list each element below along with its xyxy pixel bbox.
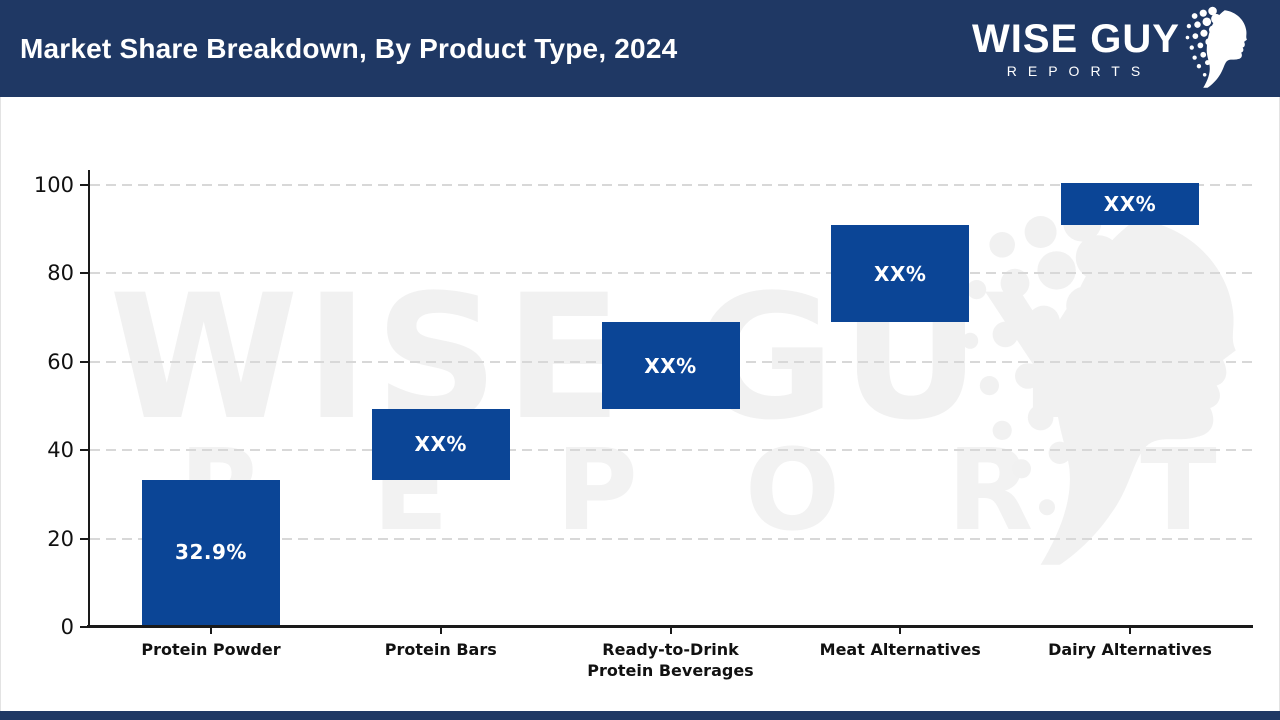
x-axis-label-line: Protein Powder bbox=[141, 640, 281, 659]
bar-4: XX% bbox=[831, 224, 970, 323]
x-axis-tick bbox=[899, 627, 902, 634]
logo-subtext: REPORTS bbox=[1006, 63, 1152, 79]
y-tick-label: 40 bbox=[47, 438, 74, 463]
page-title: Market Share Breakdown, By Product Type,… bbox=[20, 32, 678, 64]
x-axis-label-line: Dairy Alternatives bbox=[1048, 640, 1212, 659]
y-tick-label: 80 bbox=[47, 261, 74, 286]
y-axis-tick bbox=[80, 626, 88, 628]
watermark-face-icon bbox=[962, 203, 1236, 565]
bar-3: XX% bbox=[601, 322, 740, 410]
x-axis-label-line: Protein Bars bbox=[384, 640, 497, 659]
x-axis-label: Ready-to-Drink Protein Beverages bbox=[555, 639, 787, 681]
x-axis-tick bbox=[210, 627, 212, 634]
x-axis-line bbox=[87, 625, 1253, 628]
x-axis-label: Dairy Alternatives bbox=[1014, 639, 1246, 660]
logo-text: WISE GUY REPORTS bbox=[972, 19, 1180, 78]
bar-value-label: 32.9% bbox=[175, 540, 247, 565]
bar-value-label: XX% bbox=[414, 432, 467, 457]
y-axis-tick bbox=[80, 360, 88, 363]
y-tick-label: 60 bbox=[47, 349, 74, 374]
y-axis-line bbox=[88, 170, 90, 627]
x-axis-label-line: Ready-to-Drink bbox=[602, 640, 739, 659]
y-tick-label: 100 bbox=[33, 173, 74, 197]
y-tick-label: 0 bbox=[60, 615, 74, 639]
bar-value-label: XX% bbox=[1103, 191, 1157, 216]
y-axis-tick bbox=[80, 537, 88, 540]
bar-value-label: XX% bbox=[644, 353, 697, 378]
x-axis-label: Meat Alternatives bbox=[784, 639, 1016, 660]
logo-face-icon bbox=[1185, 6, 1247, 88]
header-bar: Market Share Breakdown, By Product Type,… bbox=[0, 0, 1280, 97]
grid-line bbox=[90, 184, 1253, 186]
y-tick-label: 20 bbox=[47, 526, 74, 551]
x-axis-tick bbox=[1129, 627, 1131, 634]
x-axis-tick bbox=[669, 627, 672, 634]
brand-logo: WISE GUY REPORTS bbox=[972, 6, 1260, 92]
grid-line bbox=[90, 272, 1253, 275]
x-axis-label: Protein Bars bbox=[325, 639, 557, 660]
y-axis-tick bbox=[80, 184, 88, 186]
y-axis-tick bbox=[80, 272, 88, 275]
bar-2: XX% bbox=[371, 409, 510, 480]
grid-line bbox=[90, 537, 1253, 540]
logo-wordmark: WISE GUY bbox=[971, 17, 1180, 61]
grid-line bbox=[90, 449, 1253, 452]
bar-value-label: XX% bbox=[874, 261, 927, 286]
x-axis-label-line: Protein Beverages bbox=[587, 661, 754, 680]
x-axis-tick bbox=[439, 627, 442, 634]
footer-bar bbox=[0, 711, 1280, 720]
x-axis-label-line: Meat Alternatives bbox=[819, 640, 981, 659]
bar-1: 32.9% bbox=[142, 479, 280, 625]
y-axis-tick bbox=[80, 449, 88, 452]
x-axis-label: Protein Powder bbox=[95, 639, 327, 660]
bar-5: XX% bbox=[1061, 183, 1199, 225]
